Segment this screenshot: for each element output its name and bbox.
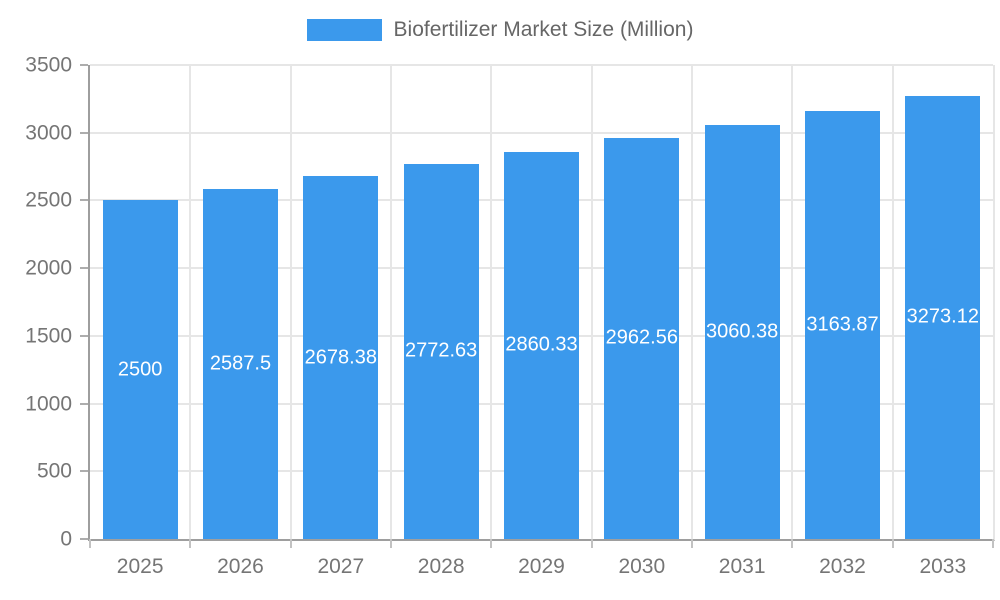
x-axis-tick-mark	[389, 539, 392, 548]
x-axis-tick-mark	[791, 539, 794, 548]
x-axis-tick-mark	[992, 539, 994, 548]
bar-slot: 3273.12	[893, 65, 993, 539]
gridline-vertical	[891, 65, 894, 539]
bar[interactable]: 2678.38	[303, 176, 379, 539]
legend-item[interactable]: Biofertilizer Market Size (Million)	[0, 18, 1000, 42]
y-tick-label: 1000	[25, 392, 72, 416]
y-axis-tick-mark	[80, 131, 88, 134]
bar-slot: 2772.63	[391, 65, 491, 539]
bar[interactable]: 2860.33	[503, 151, 580, 539]
x-tick-label: 2028	[417, 555, 465, 578]
gridline-vertical	[289, 65, 292, 539]
x-tick-label: 2033	[919, 555, 967, 578]
gridline-vertical	[791, 65, 794, 539]
y-axis-tick-mark	[80, 470, 88, 473]
bar[interactable]: 3163.87	[804, 110, 881, 539]
bar-value-label: 3163.87	[806, 313, 879, 336]
bar-value-label: 2772.63	[404, 339, 478, 362]
y-axis-tick-mark	[80, 538, 88, 540]
gridline-vertical	[590, 65, 593, 539]
y-tick-label: 2000	[25, 256, 72, 280]
bar-value-label: 3273.12	[906, 305, 979, 328]
x-axis-tick-mark	[590, 539, 593, 548]
bar[interactable]: 2587.5	[202, 188, 279, 539]
bar-slot: 2678.38	[291, 65, 391, 539]
x-tick-label: 2030	[618, 555, 666, 578]
bar-value-label: 2587.5	[209, 352, 272, 375]
x-axis-tick-mark	[891, 539, 894, 548]
y-axis-tick-mark	[80, 402, 88, 405]
bar-slot: 2860.33	[491, 65, 591, 539]
bar-value-label: 2962.56	[605, 326, 678, 349]
y-axis-tick-mark	[80, 334, 88, 337]
y-tick-label: 500	[36, 459, 72, 483]
x-tick-label: 2025	[116, 555, 164, 578]
bar[interactable]: 2500	[102, 200, 178, 539]
x-axis-tick-mark	[89, 539, 91, 548]
bar-slot: 3163.87	[792, 65, 892, 539]
bar-slot: 2587.5	[190, 65, 290, 539]
x-axis-tick-mark	[490, 539, 493, 548]
y-tick-label: 2500	[25, 188, 72, 212]
bar-slot: 2500	[90, 65, 190, 539]
y-axis-tick-mark	[80, 267, 88, 270]
gridline-vertical	[490, 65, 493, 539]
y-axis-tick-mark	[80, 64, 88, 66]
bar-value-label: 2678.38	[304, 346, 377, 369]
gridline-horizontal	[90, 64, 993, 66]
gridline-vertical	[389, 65, 392, 539]
gridline-vertical	[690, 65, 693, 539]
x-axis-tick-mark	[690, 539, 693, 548]
y-tick-label: 1500	[25, 324, 72, 348]
plot-area: 0 500 1000 1500 2000 2500 3000 3500 2500 2025 2587…	[25, 55, 995, 578]
x-axis-tick-mark	[289, 539, 292, 548]
x-tick-label: 2026	[217, 555, 264, 578]
x-tick-label: 2027	[317, 555, 365, 578]
legend-color-swatch	[306, 19, 382, 41]
y-tick-label: 3000	[25, 121, 72, 145]
gridline-vertical	[189, 65, 192, 539]
legend-label: Biofertilizer Market Size (Million)	[393, 18, 694, 41]
bar-value-label: 2860.33	[505, 333, 578, 356]
bar[interactable]: 3060.38	[704, 124, 780, 539]
bar-value-label: 2500	[117, 358, 163, 381]
bar[interactable]: 2962.56	[604, 137, 680, 539]
y-axis-tick-mark	[80, 199, 88, 202]
x-tick-label: 2029	[518, 555, 565, 578]
bar-value-label: 3060.38	[705, 320, 779, 343]
x-tick-label: 2032	[819, 555, 866, 578]
x-tick-label: 2031	[718, 555, 766, 578]
y-tick-label: 0	[60, 527, 72, 551]
bar[interactable]: 3273.12	[905, 95, 981, 539]
y-tick-label: 3500	[25, 53, 72, 77]
x-axis-tick-mark	[189, 539, 192, 548]
bar-slot: 2962.56	[592, 65, 692, 539]
bar[interactable]: 2772.63	[403, 163, 479, 539]
bar-slot: 3060.38	[692, 65, 792, 539]
gridline-horizontal	[90, 131, 993, 134]
